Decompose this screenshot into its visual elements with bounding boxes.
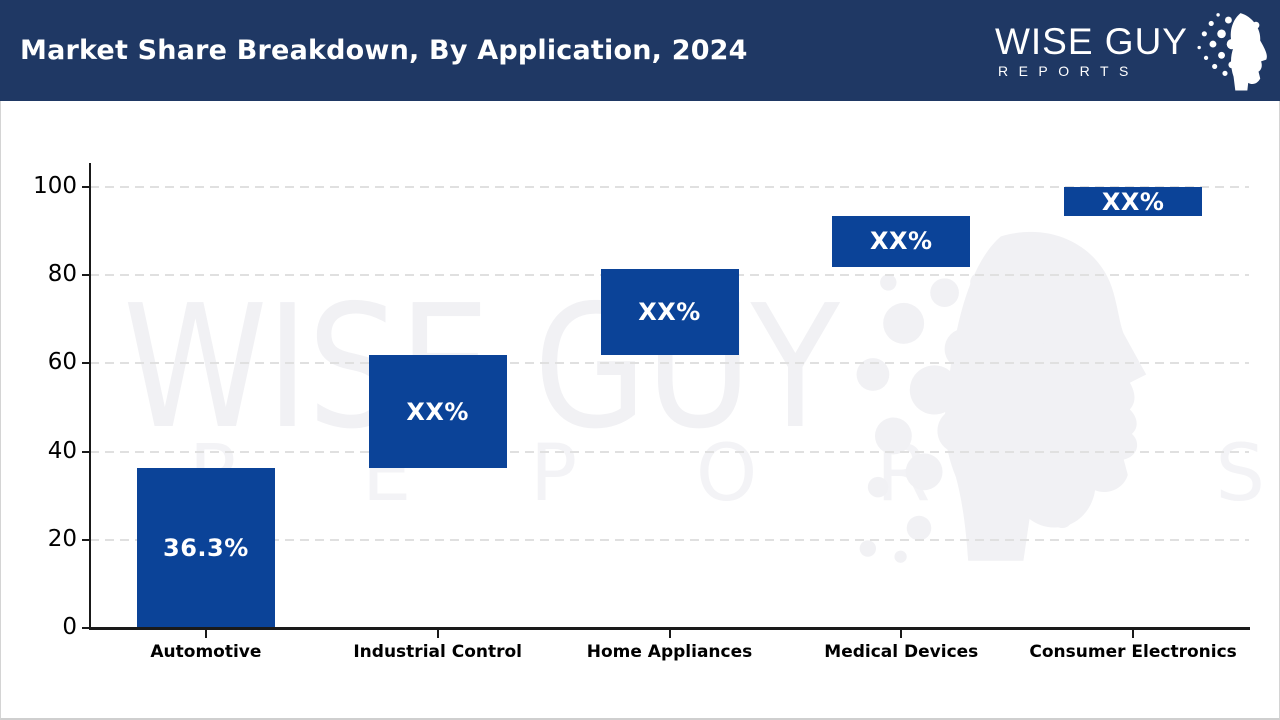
x-category-label-1: Industrial Control bbox=[353, 642, 523, 662]
gridline-100 bbox=[90, 186, 1249, 188]
waterfall-bar-medical-devices: XX% bbox=[832, 216, 971, 267]
y-tick-label-80: 80 bbox=[47, 261, 77, 288]
logo-wiseguy-text: WISE GUY bbox=[994, 21, 1188, 62]
page-title: Market Share Breakdown, By Application, … bbox=[20, 35, 748, 66]
x-category-label-2: Home Appliances bbox=[586, 642, 753, 662]
bar-value-label: XX% bbox=[870, 227, 933, 256]
waterfall-bar-automotive: 36.3% bbox=[136, 467, 275, 628]
gridline-20 bbox=[90, 538, 1249, 541]
waterfall-bar-consumer-electronics: XX% bbox=[1064, 187, 1203, 217]
chart-area: WISE GUY R E P O R T S 0 20 40 60 80 100 36.3%… bbox=[0, 101, 1280, 720]
logo-head-icon bbox=[1197, 13, 1267, 91]
waterfall-bar-home-appliances: XX% bbox=[600, 268, 739, 356]
x-category-label-4: Consumer Electronics bbox=[1029, 642, 1237, 662]
gridline-60 bbox=[90, 362, 1249, 365]
y-tick-label-20: 20 bbox=[47, 525, 77, 552]
gridline-40 bbox=[90, 450, 1249, 453]
bar-value-label: XX% bbox=[406, 397, 469, 426]
x-tick-3 bbox=[900, 630, 903, 638]
x-category-label-0: Automotive bbox=[150, 642, 262, 662]
bar-value-label: XX% bbox=[638, 298, 701, 327]
x-tick-1 bbox=[436, 630, 439, 638]
y-tick-label-100: 100 bbox=[33, 173, 77, 199]
y-tick-0 bbox=[82, 627, 90, 629]
x-category-label-3: Medical Devices bbox=[824, 642, 979, 662]
y-tick-label-40: 40 bbox=[47, 437, 77, 464]
logo-text: WISE GUY REPORTS bbox=[995, 23, 1188, 79]
header-bar: Market Share Breakdown, By Application, … bbox=[0, 0, 1280, 101]
y-tick-100 bbox=[82, 186, 90, 188]
y-tick-40 bbox=[82, 450, 90, 453]
y-axis-spine bbox=[89, 163, 91, 630]
x-tick-2 bbox=[668, 630, 671, 638]
y-tick-label-60: 60 bbox=[47, 349, 77, 376]
y-tick-80 bbox=[82, 274, 90, 277]
x-tick-0 bbox=[204, 630, 207, 638]
x-tick-4 bbox=[1132, 630, 1135, 638]
x-axis-spine bbox=[89, 627, 1250, 630]
bar-value-label: 36.3% bbox=[163, 533, 249, 562]
waterfall-bar-industrial-control: XX% bbox=[368, 355, 507, 468]
watermark-head-icon bbox=[856, 231, 1147, 563]
bar-value-label: XX% bbox=[1101, 187, 1165, 216]
y-tick-20 bbox=[82, 538, 90, 541]
logo-reports-text: REPORTS bbox=[997, 63, 1139, 79]
wiseguy-logo: WISE GUY REPORTS bbox=[995, 8, 1270, 94]
y-tick-label-0: 0 bbox=[62, 614, 77, 640]
y-tick-60 bbox=[82, 362, 90, 365]
